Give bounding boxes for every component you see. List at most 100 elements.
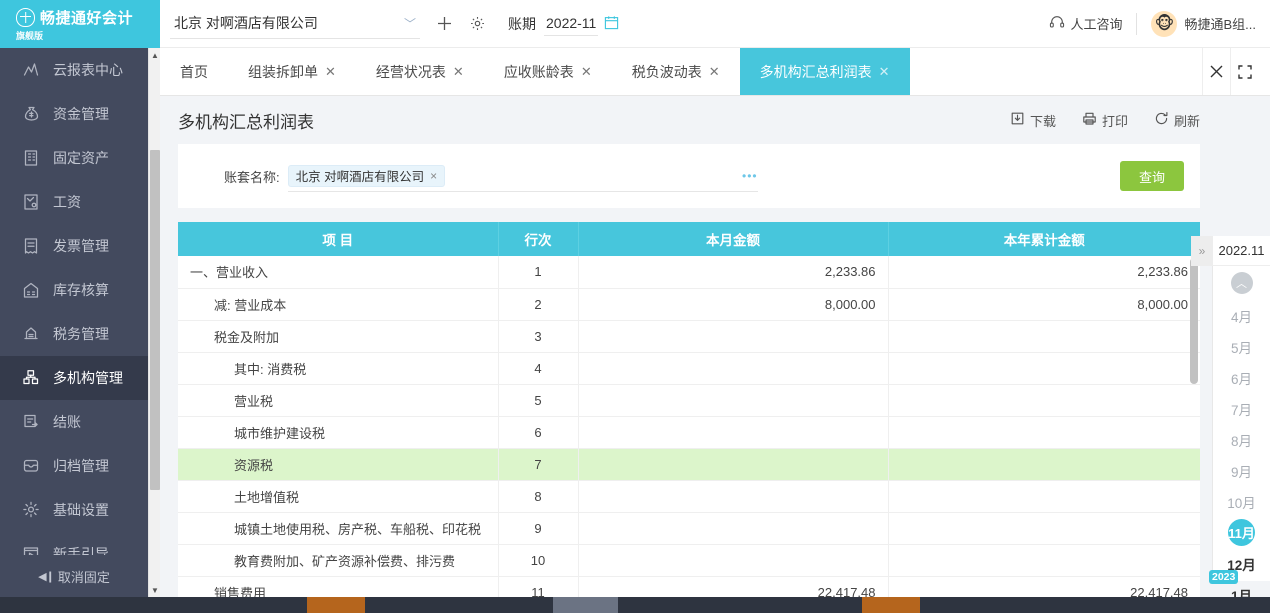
month-6月[interactable]: 6月 [1213, 362, 1270, 393]
sidebar-item-label: 多机构管理 [53, 370, 123, 386]
table-row[interactable]: 城镇土地使用税、房产税、车船税、印花税 9 [178, 512, 1200, 545]
sidebar-item-label: 固定资产 [53, 150, 109, 166]
month-1月[interactable]: 2023 1月 [1209, 570, 1270, 597]
sidebar-item-1[interactable]: 资金管理 [0, 92, 148, 136]
app-title: 畅捷通好会计 [40, 9, 134, 27]
sidebar-item-label: 结账 [53, 414, 81, 430]
sidebar-item-label: 归档管理 [53, 458, 109, 474]
month-7月[interactable]: 7月 [1213, 393, 1270, 424]
chevron-down-icon[interactable]: ﹀ [403, 16, 416, 31]
sidebar-item-4[interactable]: 发票管理 [0, 224, 148, 268]
tab-5[interactable]: 多机构汇总利润表 ✕ [739, 48, 910, 95]
query-button[interactable]: 查询 [1120, 161, 1184, 191]
action-download[interactable]: 下载 [1010, 111, 1056, 130]
tab-label: 应收账龄表 [503, 63, 574, 80]
tab-4[interactable]: 税负波动表 ✕ [612, 48, 740, 95]
column-header-0: 项 目 [178, 222, 499, 256]
table-row[interactable]: 一、营业收入 1 2,233.86 2,233.86 [178, 256, 1200, 289]
action-refresh[interactable]: 刷新 [1154, 111, 1200, 130]
sidebar-item-label: 发票管理 [53, 238, 109, 254]
month-4月[interactable]: 4月 [1213, 300, 1270, 331]
tab-close-icon[interactable]: ✕ [580, 63, 592, 79]
table-row[interactable]: 土地增值税 8 [178, 480, 1200, 513]
tab-2[interactable]: 经营状况表 ✕ [356, 48, 484, 95]
table-row[interactable]: 减: 营业成本 2 8,000.00 8,000.00 [178, 288, 1200, 321]
cell-line: 6 [498, 416, 579, 449]
tax-icon [22, 325, 40, 343]
sidebar-item-label: 税务管理 [53, 326, 109, 342]
triangle-down-icon[interactable]: ▼ [151, 585, 159, 595]
month-12月[interactable]: 12月 [1213, 548, 1270, 579]
period-value[interactable]: 2022-11 [544, 12, 599, 36]
sidebar-scrollbar-thumb[interactable] [150, 150, 160, 490]
sidebar-item-7[interactable]: 多机构管理 [0, 356, 148, 400]
expand-icon[interactable] [1230, 48, 1270, 95]
month-8月[interactable]: 8月 [1213, 424, 1270, 455]
cell-line: 8 [498, 480, 579, 513]
tab-3[interactable]: 应收账龄表 ✕ [484, 48, 612, 95]
username[interactable]: 畅捷通B组... [1184, 17, 1256, 32]
table-row[interactable]: 税金及附加 3 [178, 320, 1200, 353]
taskbar-item[interactable] [862, 597, 920, 613]
sidebar-item-9[interactable]: 归档管理 [0, 444, 148, 488]
sidebar-item-6[interactable]: 税务管理 [0, 312, 148, 356]
table-row[interactable]: 教育费附加、矿产资源补偿费、排污费 10 [178, 544, 1200, 577]
sidebar-item-5[interactable]: 库存核算 [0, 268, 148, 312]
table-scrollbar-thumb[interactable] [1190, 258, 1198, 384]
taskbar-item[interactable] [307, 597, 365, 613]
table-row[interactable]: 营业税 5 [178, 384, 1200, 417]
table-header-row: 项 目行次 本月金额 本年累计金额 [178, 222, 1200, 256]
calendar-icon[interactable] [604, 15, 619, 33]
tab-0[interactable]: 首页 [160, 48, 228, 95]
chip-close-icon[interactable]: × [430, 168, 438, 183]
month-11月[interactable]: 11月 [1213, 517, 1270, 548]
cell-line: 2 [498, 288, 579, 321]
cell-item: 其中: 消费税 [178, 352, 499, 385]
sidebar-scrollbar[interactable]: ▲ ▼ [148, 48, 160, 597]
table-row[interactable]: 销售费用 11 22,417.48 22,417.48 [178, 576, 1200, 597]
taskbar-item[interactable] [553, 597, 618, 613]
tab-1[interactable]: 组装拆卸单 ✕ [228, 48, 356, 95]
refresh-icon [1154, 111, 1169, 129]
month-label: 12月 [1227, 557, 1256, 573]
company-name: 北京 对啊酒店有限公司 [174, 15, 318, 31]
tab-close-icon[interactable]: ✕ [878, 63, 890, 79]
consult-button[interactable]: 人工咨询 [1049, 14, 1122, 33]
chevron-up-icon[interactable]: ︿ [1230, 272, 1253, 294]
top-bar: 北京 对啊酒店有限公司 ﹀ 账期 2022-11 人工咨询 🐵 畅捷通B组... [160, 0, 1270, 48]
sidebar-item-label: 基础设置 [53, 502, 109, 518]
month-label: 9月 [1230, 464, 1252, 480]
table-row[interactable]: 其中: 消费税 4 [178, 352, 1200, 385]
sidebar-item-0[interactable]: 云报表中心 [0, 48, 148, 92]
chevron-double-right-icon[interactable]: » [1191, 236, 1213, 266]
month-5月[interactable]: 5月 [1213, 331, 1270, 362]
sidebar-item-10[interactable]: 基础设置 [0, 488, 148, 532]
month-10月[interactable]: 10月 [1213, 486, 1270, 517]
table-row[interactable]: 城市维护建设税 6 [178, 416, 1200, 449]
sidebar-item-11[interactable]: 新手引导 [0, 532, 148, 555]
tab-close-icon[interactable]: ✕ [325, 63, 336, 79]
action-printer[interactable]: 打印 [1082, 111, 1128, 130]
plus-icon[interactable] [436, 15, 453, 32]
tab-close-icon[interactable]: ✕ [452, 63, 464, 79]
sidebar-pin-toggle[interactable]: ◀❙ 取消固定 [0, 555, 148, 597]
ellipsis-icon[interactable]: ••• [742, 168, 758, 183]
sidebar-item-8[interactable]: 结账 [0, 400, 148, 444]
sidebar-item-3[interactable]: 工资 [0, 180, 148, 224]
action-label: 打印 [1101, 113, 1128, 129]
sidebar-nav: 云报表中心 资金管理固定资产工资发票管理库存核算税务管理多机构管理结账归档管理基础… [0, 48, 148, 555]
month-9月[interactable]: 9月 [1213, 455, 1270, 486]
cell-year [888, 448, 1200, 481]
avatar[interactable]: 🐵 [1151, 10, 1178, 37]
table-row[interactable]: 资源税 7 [178, 448, 1200, 481]
sidebar-item-2[interactable]: 固定资产 [0, 136, 148, 180]
sidebar-item-label: 库存核算 [53, 282, 109, 298]
tab-label: 首页 [180, 63, 208, 80]
account-set-input[interactable]: 北京 对啊酒店有限公司 × ••• [287, 160, 758, 192]
company-selector[interactable]: 北京 对啊酒店有限公司 ﹀ [170, 9, 420, 39]
triangle-up-icon[interactable]: ▲ [151, 50, 159, 60]
close-icon[interactable] [1202, 48, 1230, 95]
tab-close-icon[interactable]: ✕ [708, 63, 720, 79]
gear-icon[interactable] [469, 15, 486, 32]
month-label: 7月 [1230, 402, 1252, 418]
